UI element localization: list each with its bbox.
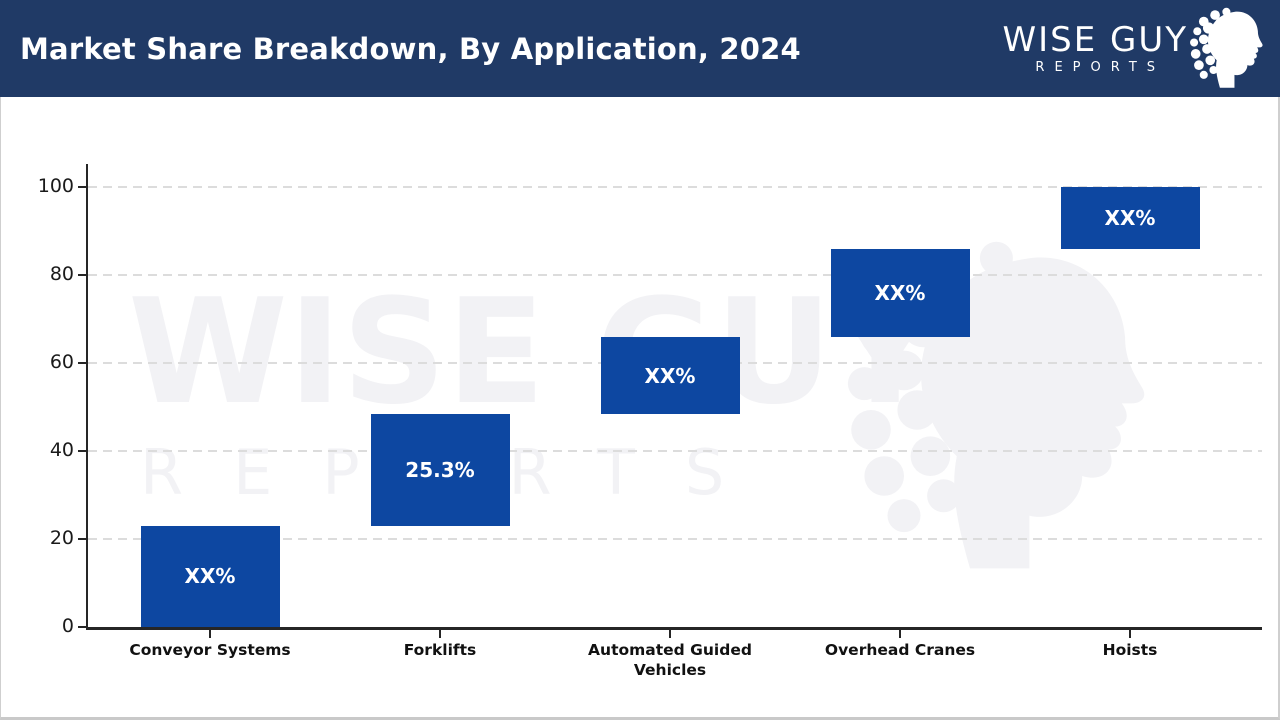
- y-axis-line: [86, 164, 88, 630]
- x-axis-line: [86, 627, 1262, 630]
- bar-value-label: 25.3%: [405, 458, 475, 483]
- y-tick-60: [78, 362, 86, 364]
- bar-value-label: XX%: [874, 280, 926, 305]
- y-tick-0: [78, 626, 86, 628]
- x-tick-0: [209, 630, 211, 638]
- y-tick-label-0: 0: [61, 615, 74, 638]
- y-tick-label-100: 100: [37, 175, 74, 198]
- bar-forklifts: 25.3%: [370, 414, 510, 526]
- x-category-label-2: Automated Guided Vehicles: [588, 641, 752, 679]
- x-tick-1: [439, 630, 441, 638]
- brand-name: WISE GUY: [1002, 20, 1188, 60]
- y-tick-label-80: 80: [49, 263, 74, 286]
- chart-title: Market Share Breakdown, By Application, …: [20, 31, 801, 66]
- x-category-label-0: Conveyor Systems: [129, 641, 291, 659]
- gridline-y80: [88, 274, 1262, 276]
- gridline-y40: [88, 450, 1262, 452]
- gridline-y20: [88, 538, 1262, 540]
- y-tick-label-60: 60: [49, 351, 74, 374]
- x-category-label-4: Hoists: [1102, 641, 1158, 659]
- y-tick-40: [78, 450, 86, 452]
- bar-value-label: XX%: [1104, 205, 1156, 230]
- brand-head-icon: [1190, 7, 1263, 88]
- brand-logo-text: WISE GUY REPORTS: [1002, 22, 1188, 75]
- bar-hoists: XX%: [1060, 187, 1200, 249]
- bar-value-label: XX%: [644, 363, 696, 388]
- x-category-label-3: Overhead Cranes: [824, 641, 976, 659]
- y-tick-label-40: 40: [49, 439, 74, 462]
- header: Market Share Breakdown, By Application, …: [0, 0, 1280, 97]
- bar-value-label: XX%: [184, 564, 236, 589]
- bar-conveyor-systems: XX%: [140, 525, 280, 627]
- x-tick-3: [899, 630, 901, 638]
- bar-overhead-cranes: XX%: [830, 248, 970, 337]
- gridline-y100: [88, 186, 1262, 188]
- brand-logo: WISE GUY REPORTS: [1002, 0, 1266, 97]
- x-category-label-1: Forklifts: [403, 641, 477, 659]
- x-tick-4: [1129, 630, 1131, 638]
- y-tick-80: [78, 274, 86, 276]
- brand-subtitle: REPORTS: [1035, 60, 1166, 75]
- y-tick-100: [78, 186, 86, 188]
- x-tick-2: [669, 630, 671, 638]
- y-tick-label-20: 20: [49, 527, 74, 550]
- y-tick-20: [78, 538, 86, 540]
- bar-automated-guided-vehicles: XX%: [600, 336, 740, 415]
